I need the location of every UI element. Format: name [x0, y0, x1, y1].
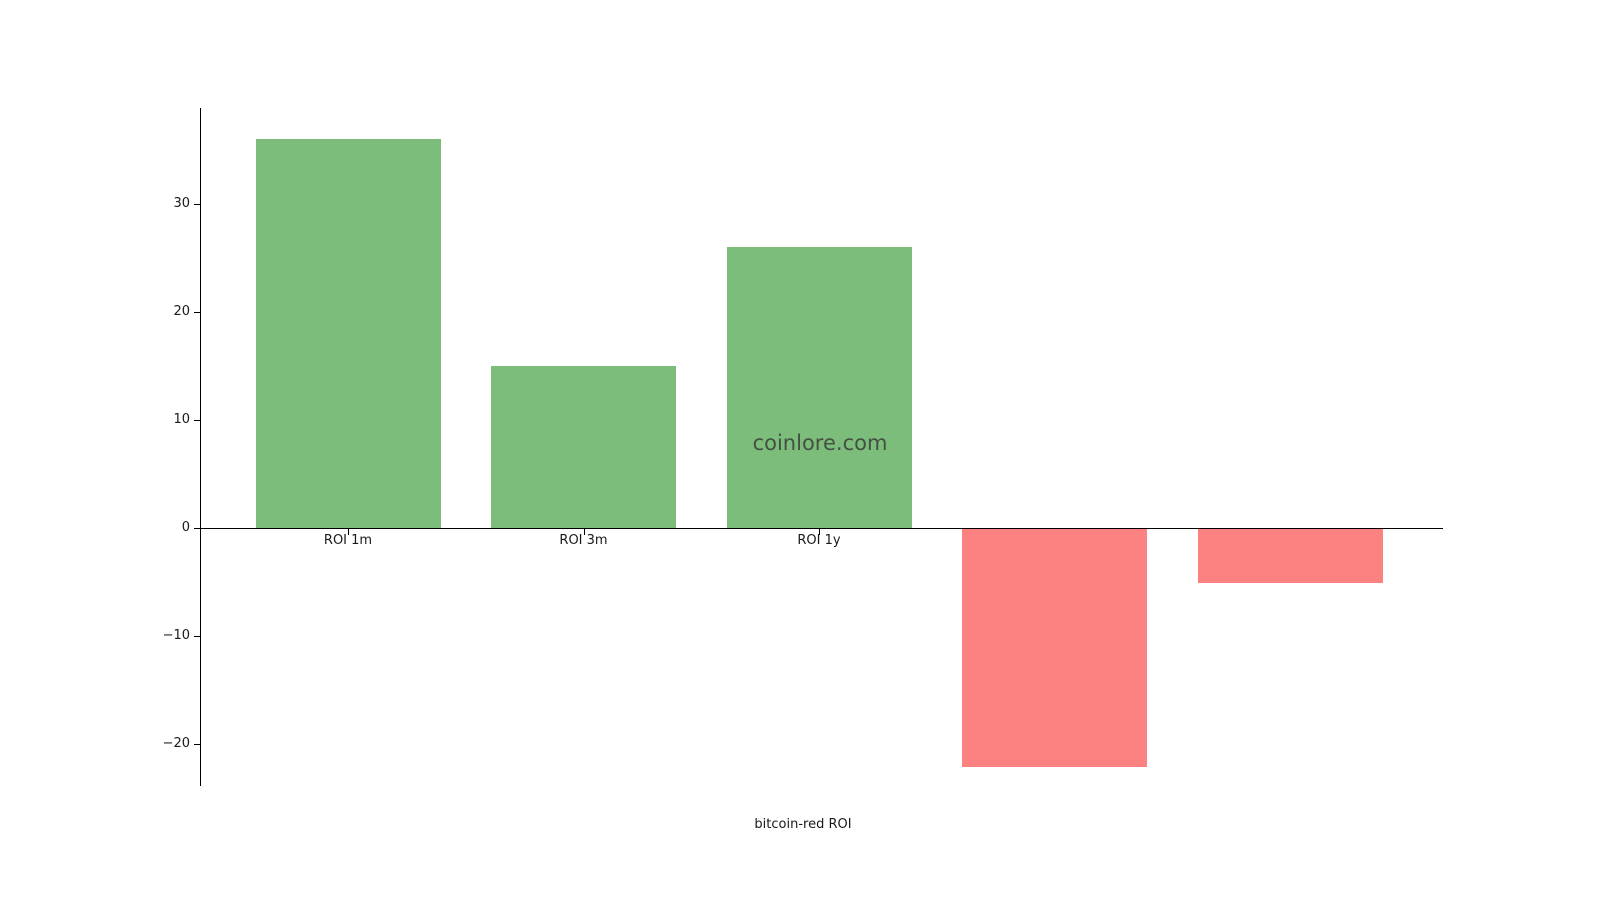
y-tick [194, 204, 200, 205]
x-tick-label: ROI 3m [559, 533, 608, 548]
x-tick-label: ROI 1m [323, 533, 373, 548]
y-tick-label: −20 [162, 736, 190, 751]
chart-title: bitcoin-red ROI [754, 817, 852, 832]
x-tick [348, 529, 349, 535]
y-tick [194, 744, 200, 745]
x-tick [819, 529, 820, 535]
y-tick [194, 636, 200, 637]
watermark: coinlore.com [752, 431, 888, 455]
y-tick-label: 0 [181, 520, 190, 535]
y-tick-label: 20 [173, 304, 190, 319]
y-tick [194, 312, 200, 313]
x-tick [583, 529, 585, 535]
bar-roi-1m [255, 139, 441, 528]
bar-roi-3 [962, 529, 1147, 767]
y-tick-label: 30 [173, 196, 190, 211]
bar-roi-1y [726, 247, 912, 528]
bar-roi-4 [1197, 529, 1383, 583]
bar-roi-3m [491, 366, 676, 528]
y-tick-label: 10 [173, 412, 190, 427]
y-tick [194, 528, 200, 529]
y-tick-label: −10 [162, 628, 190, 643]
y-tick [194, 420, 200, 421]
x-tick-label: ROI 1y [797, 533, 841, 548]
y-axis-spine [200, 108, 201, 786]
x-axis-line [200, 528, 1443, 529]
